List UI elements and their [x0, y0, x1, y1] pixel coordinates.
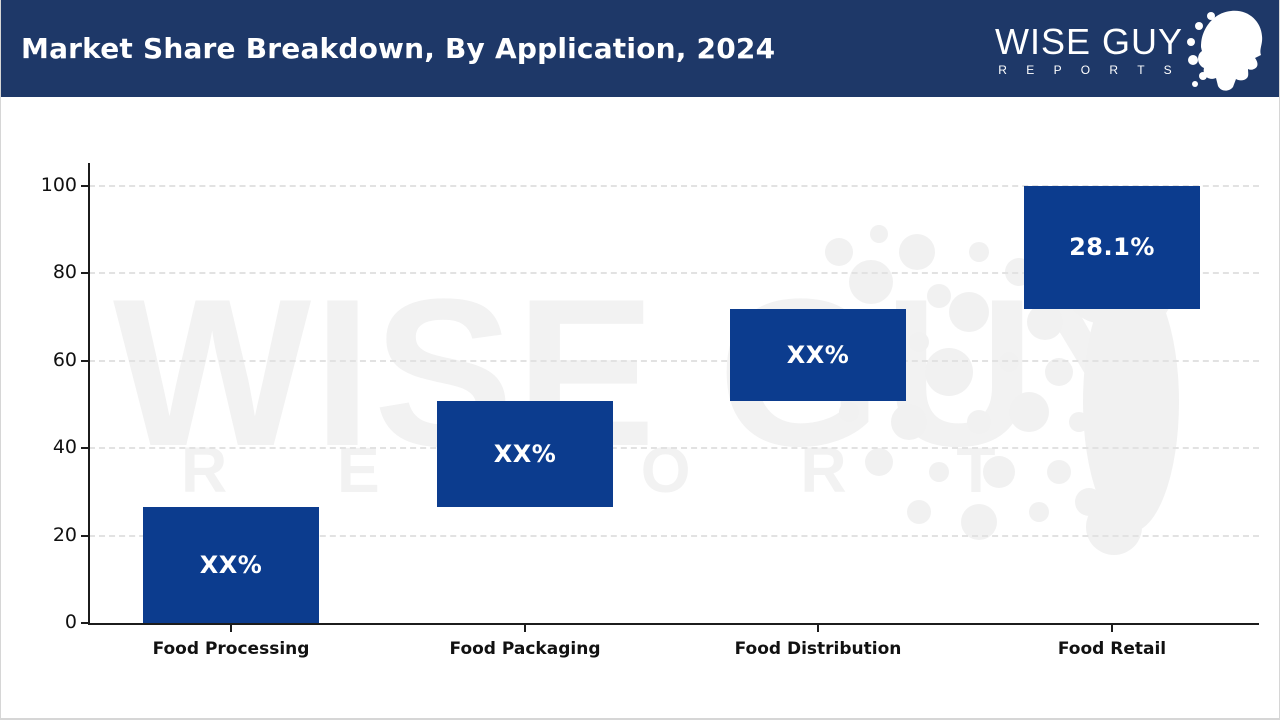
y-tick-label: 80	[52, 261, 77, 284]
x-category-label-food-distribution: Food Distribution	[734, 639, 902, 659]
bar-value-label: XX%	[786, 340, 850, 369]
y-tick-mark	[81, 272, 89, 275]
gridline-60	[89, 359, 1259, 362]
page-title: Market Share Breakdown, By Application, …	[21, 32, 776, 65]
bar-food-retail: 28.1%	[1024, 186, 1200, 309]
y-tick-label: 100	[40, 174, 77, 196]
bar-food-distribution: XX%	[730, 308, 906, 401]
brand-tagline: R E P O R T S	[998, 63, 1180, 78]
bar-food-packaging: XX%	[437, 400, 613, 508]
y-tick-mark	[81, 534, 89, 537]
y-tick-label: 40	[52, 436, 77, 459]
watermark-text-top: WISE GUY	[113, 255, 1180, 490]
brand-name-block: WISE GUY R E P O R T S	[994, 20, 1183, 78]
bar-value-label: 28.1%	[1069, 233, 1155, 262]
x-tick-mark	[524, 625, 526, 632]
y-tick-mark	[81, 359, 89, 362]
y-axis	[88, 163, 90, 625]
plot-area: 0 20 40 60 80 100 XX% Food Processing XX% Food Pa…	[1, 97, 1279, 718]
x-tick-mark	[230, 625, 232, 632]
y-tick-label: 0	[64, 611, 77, 633]
x-category-label-food-packaging: Food Packaging	[449, 639, 601, 659]
bar-value-label: XX%	[493, 439, 557, 468]
brand-face-icon	[1187, 10, 1263, 91]
y-tick-label: 20	[52, 523, 77, 546]
y-tick-mark	[81, 185, 89, 187]
x-tick-mark	[1111, 625, 1113, 632]
gridline-40	[89, 447, 1259, 450]
gridline-100	[89, 185, 1259, 187]
x-category-label-food-retail: Food Retail	[1057, 639, 1167, 659]
y-tick-label: 60	[52, 348, 77, 371]
gridline-20	[89, 534, 1259, 537]
header-bar: Market Share Breakdown, By Application, …	[1, 0, 1279, 97]
bar-food-processing: XX%	[143, 507, 319, 623]
x-category-label-food-processing: Food Processing	[152, 639, 310, 659]
x-axis	[88, 623, 1259, 625]
y-tick-mark	[81, 622, 89, 624]
x-tick-mark	[817, 625, 819, 632]
brand-logo: WISE GUY R E P O R T S	[995, 8, 1265, 92]
y-tick-mark	[81, 447, 89, 450]
bar-value-label: XX%	[199, 551, 263, 580]
brand-name: WISE GUY	[994, 20, 1183, 62]
gridline-80	[89, 272, 1259, 275]
